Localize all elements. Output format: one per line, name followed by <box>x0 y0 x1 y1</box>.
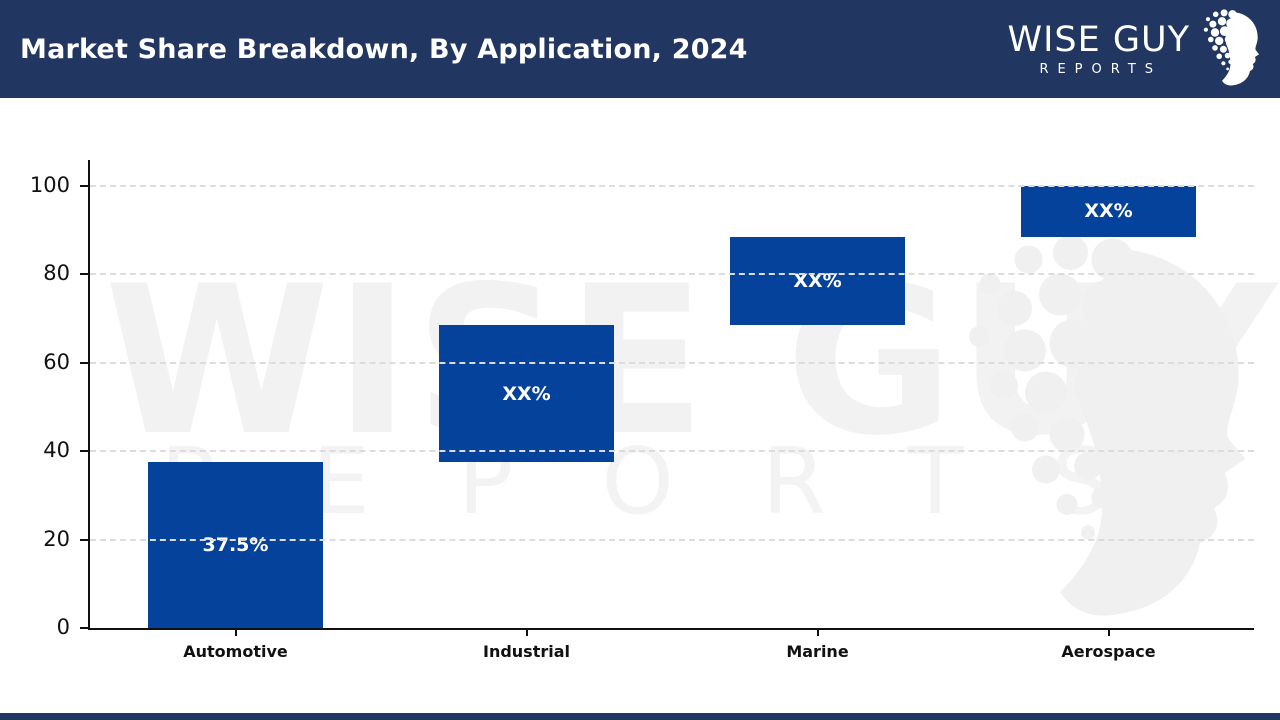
wiseguy-logo-text: WISE GUY REPORTS <box>1007 20 1190 78</box>
x-category-label: Automotive <box>183 642 288 661</box>
x-category-label: Aerospace <box>1061 642 1156 661</box>
y-tick-mark <box>80 450 88 453</box>
wiseguy-logo: WISE GUY REPORTS <box>1007 8 1266 92</box>
bar-aerospace: XX% <box>1021 186 1196 237</box>
x-category-label: Industrial <box>482 642 570 661</box>
bar-value-label: XX% <box>793 270 842 293</box>
gridline-y100 <box>90 185 1254 187</box>
y-tick-mark <box>80 361 88 364</box>
y-tick-mark <box>80 185 88 187</box>
wiseguy-face-watermark-icon <box>969 235 1246 616</box>
x-tick-mark <box>234 628 237 636</box>
y-tick-label: 60 <box>43 349 70 374</box>
y-tick-label: 40 <box>43 438 70 463</box>
x-category-label: Marine <box>786 642 849 661</box>
gridline-y60 <box>90 361 1254 364</box>
y-tick-label: 80 <box>43 261 70 286</box>
y-tick-mark <box>80 627 88 629</box>
gridline-y80 <box>90 273 1254 276</box>
footer-bar <box>0 713 1280 720</box>
wiseguy-logo-line2: REPORTS <box>1039 62 1163 77</box>
y-tick-label: 0 <box>56 615 70 639</box>
y-tick-mark <box>80 273 88 276</box>
chart-title: Market Share Breakdown, By Application, … <box>20 33 748 65</box>
bar-automotive: 37.5% <box>148 462 323 628</box>
bar-marine: XX% <box>730 236 905 326</box>
x-tick-mark <box>816 628 819 636</box>
gridline-y20 <box>90 538 1254 541</box>
header-bar: Market Share Breakdown, By Application, … <box>0 0 1280 98</box>
y-tick-label: 100 <box>29 173 70 197</box>
wiseguy-logo-line1: WISE GUY <box>1007 20 1190 60</box>
wiseguy-face-icon <box>1203 9 1260 86</box>
x-tick-mark <box>1107 628 1110 636</box>
y-tick-mark <box>80 538 88 541</box>
y-tick-label: 20 <box>43 526 70 551</box>
bar-industrial: XX% <box>439 325 614 463</box>
chart-plot-area: 0 20 40 60 80 100 37.5% Automotive XX% Industrial… <box>30 160 1254 661</box>
bar-value-label: 37.5% <box>202 534 269 557</box>
x-tick-mark <box>525 628 528 636</box>
bar-value-label: XX% <box>502 382 551 405</box>
bar-value-label: XX% <box>1084 200 1133 223</box>
gridline-y40 <box>90 450 1254 453</box>
